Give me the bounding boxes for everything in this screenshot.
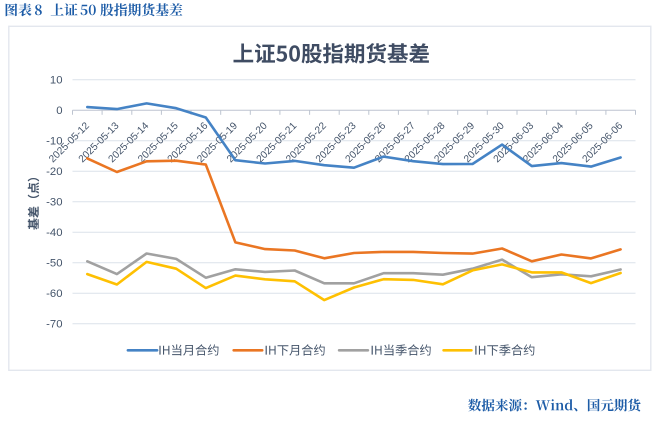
svg-text:-10: -10: [46, 136, 62, 148]
svg-text:10: 10: [50, 75, 63, 87]
svg-text:-50: -50: [46, 258, 62, 270]
svg-text:-60: -60: [46, 288, 62, 300]
svg-text:-40: -40: [46, 227, 62, 239]
svg-text:0: 0: [56, 105, 62, 117]
svg-text:-20: -20: [46, 166, 62, 178]
svg-text:-70: -70: [46, 319, 62, 331]
svg-text:-30: -30: [46, 197, 62, 209]
